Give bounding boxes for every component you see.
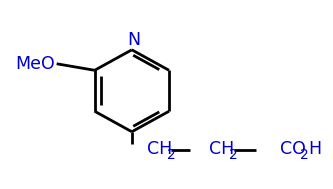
Text: H: H xyxy=(308,140,322,158)
Text: CO: CO xyxy=(280,140,306,158)
Text: CH: CH xyxy=(147,140,172,158)
Text: CH: CH xyxy=(209,140,235,158)
Text: MeO: MeO xyxy=(15,55,55,73)
Text: 2: 2 xyxy=(300,148,309,162)
Text: N: N xyxy=(127,31,140,49)
Text: 2: 2 xyxy=(166,148,175,162)
Text: 2: 2 xyxy=(229,148,238,162)
